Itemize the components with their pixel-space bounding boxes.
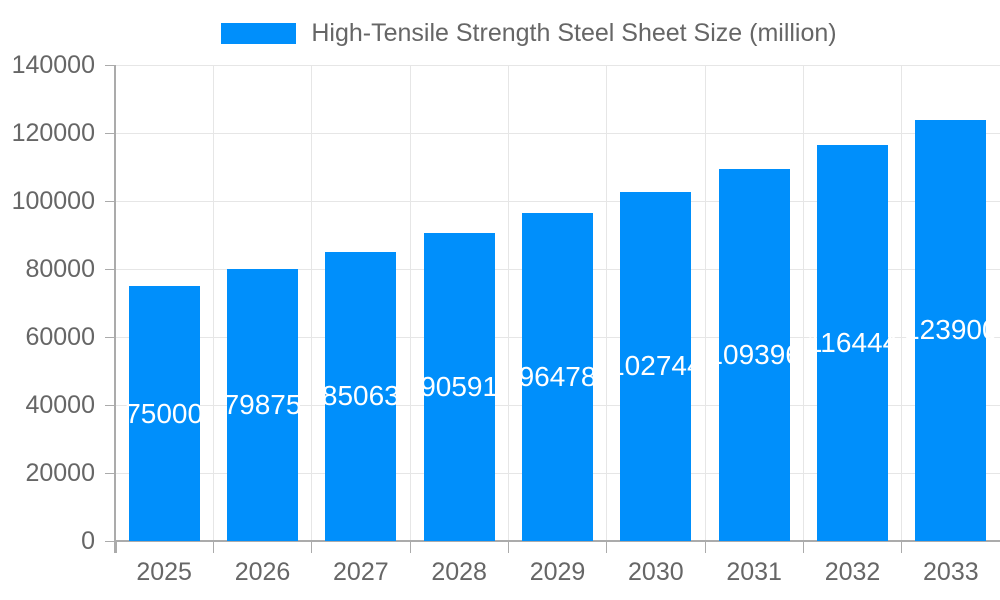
bar xyxy=(522,212,593,541)
grid-line-h xyxy=(115,132,1000,134)
bar xyxy=(423,232,495,541)
bar-value-label: 116444 xyxy=(806,327,899,359)
x-axis-label: 2030 xyxy=(628,558,684,586)
legend-label: High-Tensile Strength Steel Sheet Size (… xyxy=(311,18,837,47)
x-axis-tick xyxy=(704,541,706,553)
grid-line-h xyxy=(115,200,1000,202)
bar-value-label: 123900 xyxy=(904,314,998,346)
bar-value-label: 85063 xyxy=(321,380,400,412)
x-axis-tick xyxy=(507,541,509,553)
grid-line-v xyxy=(507,65,509,541)
grid-line-v xyxy=(606,65,608,541)
bar xyxy=(915,119,987,541)
y-axis-label: 0 xyxy=(81,527,95,555)
bar-value-label: 102744 xyxy=(609,350,703,382)
y-axis-label: 60000 xyxy=(25,323,95,351)
bar xyxy=(227,269,298,541)
bar-value-label: 109396 xyxy=(707,339,801,371)
y-axis-tick xyxy=(105,268,115,270)
x-axis-label: 2025 xyxy=(136,558,192,586)
bar xyxy=(817,145,888,541)
bar-value-label: 90591 xyxy=(420,370,499,402)
bar xyxy=(325,251,397,541)
x-axis-tick xyxy=(802,541,804,553)
y-axis-label: 120000 xyxy=(11,119,95,147)
grid-line-v xyxy=(409,65,411,541)
x-axis-label: 2029 xyxy=(529,558,586,586)
x-axis-label: 2026 xyxy=(234,558,291,586)
x-axis-tick xyxy=(212,541,214,553)
y-axis-tick xyxy=(105,540,115,542)
x-axis-tick xyxy=(606,541,608,553)
y-axis-label: 80000 xyxy=(25,255,95,283)
y-axis-line xyxy=(114,65,116,553)
grid-line-h xyxy=(115,64,1000,66)
y-axis-label: 100000 xyxy=(11,187,95,215)
bar xyxy=(718,169,790,541)
y-axis-label: 20000 xyxy=(25,459,95,487)
bar xyxy=(620,191,692,541)
grid-line-v xyxy=(802,65,804,541)
x-axis-line xyxy=(115,540,1000,542)
bar-value-label: 96478 xyxy=(518,360,597,392)
x-axis-label: 2028 xyxy=(431,558,487,586)
x-axis-tick xyxy=(409,541,411,553)
y-axis-tick xyxy=(105,200,115,202)
grid-line-v xyxy=(704,65,706,541)
grid-line-v xyxy=(901,65,903,541)
x-axis-tick xyxy=(311,541,313,553)
x-axis-tick xyxy=(901,541,903,553)
y-axis-tick xyxy=(105,64,115,66)
x-axis-label: 2032 xyxy=(824,558,881,586)
y-axis-label: 40000 xyxy=(25,391,95,419)
y-axis-tick xyxy=(105,132,115,134)
y-axis-tick xyxy=(105,404,115,406)
grid-line-v xyxy=(212,65,214,541)
legend-swatch-icon xyxy=(221,22,297,44)
y-axis-tick xyxy=(105,472,115,474)
bar-value-label: 79875 xyxy=(223,389,302,421)
grid-line-v xyxy=(311,65,313,541)
legend[interactable]: High-Tensile Strength Steel Sheet Size (… xyxy=(0,18,1000,47)
y-axis-label: 140000 xyxy=(11,51,95,79)
bar-value-label: 75000 xyxy=(125,397,204,429)
bar xyxy=(128,286,200,541)
y-axis-tick xyxy=(105,336,115,338)
x-axis-label: 2033 xyxy=(923,558,979,586)
x-axis-label: 2031 xyxy=(726,558,782,586)
x-axis-label: 2027 xyxy=(333,558,389,586)
